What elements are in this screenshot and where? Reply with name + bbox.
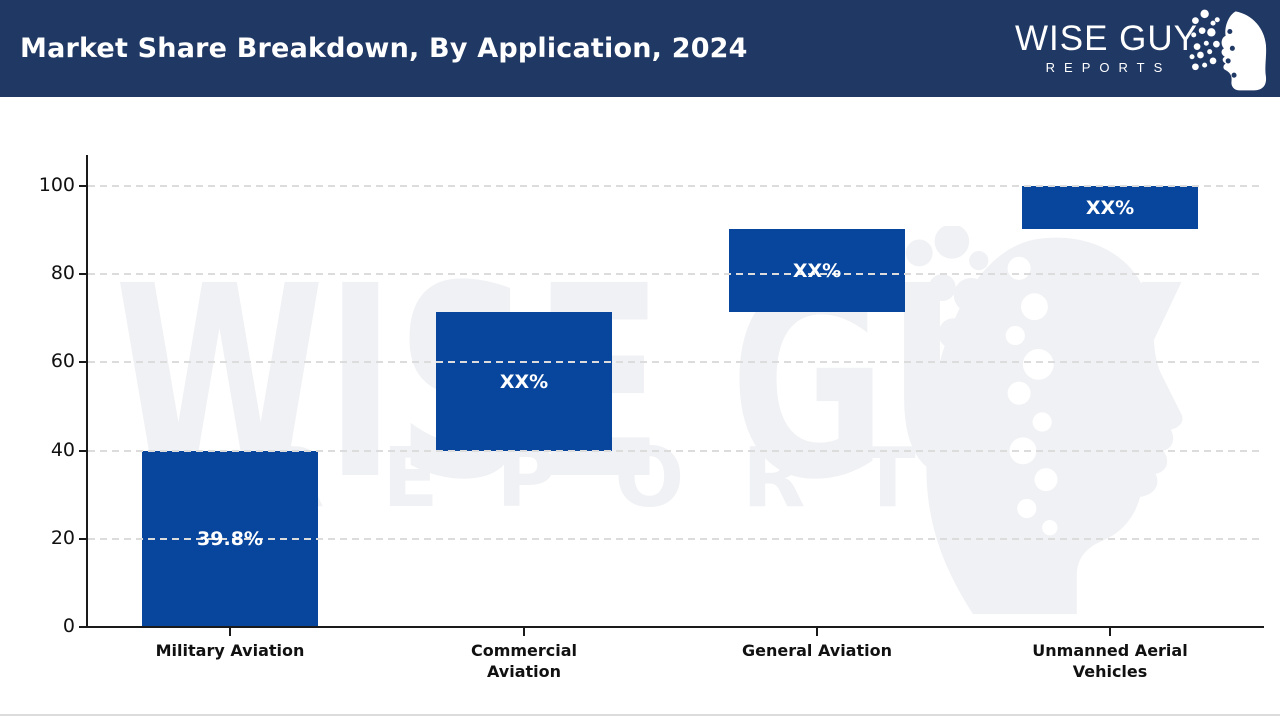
page-title: Market Share Breakdown, By Application, …	[20, 33, 748, 64]
bar-value-label-1: XX%	[499, 370, 549, 393]
bar-value-label-0: 39.8%	[197, 528, 263, 551]
bar-2	[729, 229, 905, 313]
x-tick-1	[523, 628, 525, 636]
y-tick-80	[79, 273, 87, 276]
gridline-100	[88, 185, 1264, 187]
bar-value-label-2: XX%	[792, 259, 842, 282]
y-tick-label-20: 20	[50, 526, 75, 549]
logo-wordmark: WISE GUY	[1014, 19, 1198, 58]
y-tick-label-60: 60	[50, 350, 75, 373]
x-axis-line	[86, 626, 1264, 628]
gridline-20	[88, 537, 1264, 540]
header: Market Share Breakdown, By Application, …	[0, 0, 1280, 97]
logo-head-icon	[1189, 9, 1267, 91]
y-tick-100	[79, 185, 87, 187]
gridline-60	[88, 361, 1264, 364]
y-tick-40	[79, 449, 87, 452]
x-category-label-0: Military Aviation	[155, 641, 305, 660]
y-tick-label-80: 80	[50, 262, 75, 285]
y-tick-60	[79, 361, 87, 364]
x-tick-0	[229, 628, 231, 636]
x-tick-2	[816, 628, 818, 636]
x-category-label-3: Unmanned Aerial Vehicles	[1032, 641, 1188, 681]
wise-guy-logo: WISE GUY REPORTS	[1014, 6, 1268, 92]
bar-1	[436, 312, 612, 452]
footer-divider	[0, 714, 1280, 716]
x-tick-3	[1109, 628, 1111, 636]
y-tick-label-100: 100	[38, 174, 75, 196]
gridline-80	[88, 273, 1264, 276]
bar-3	[1022, 186, 1198, 230]
gridline-40	[88, 449, 1264, 452]
y-tick-label-40: 40	[50, 438, 75, 461]
x-category-label-1: Commercial Aviation	[470, 641, 578, 681]
logo-subtitle: REPORTS	[1045, 60, 1172, 75]
logo-text: WISE GUY REPORTS	[1014, 19, 1198, 76]
bar-value-label-3: XX%	[1085, 196, 1135, 219]
y-tick-20	[79, 537, 87, 540]
y-tick-label-0: 0	[62, 615, 75, 637]
y-axis-line	[86, 155, 88, 628]
x-category-label-2: General Aviation	[741, 641, 892, 660]
y-tick-0	[79, 626, 87, 628]
watermark-head-icon	[905, 226, 1183, 615]
